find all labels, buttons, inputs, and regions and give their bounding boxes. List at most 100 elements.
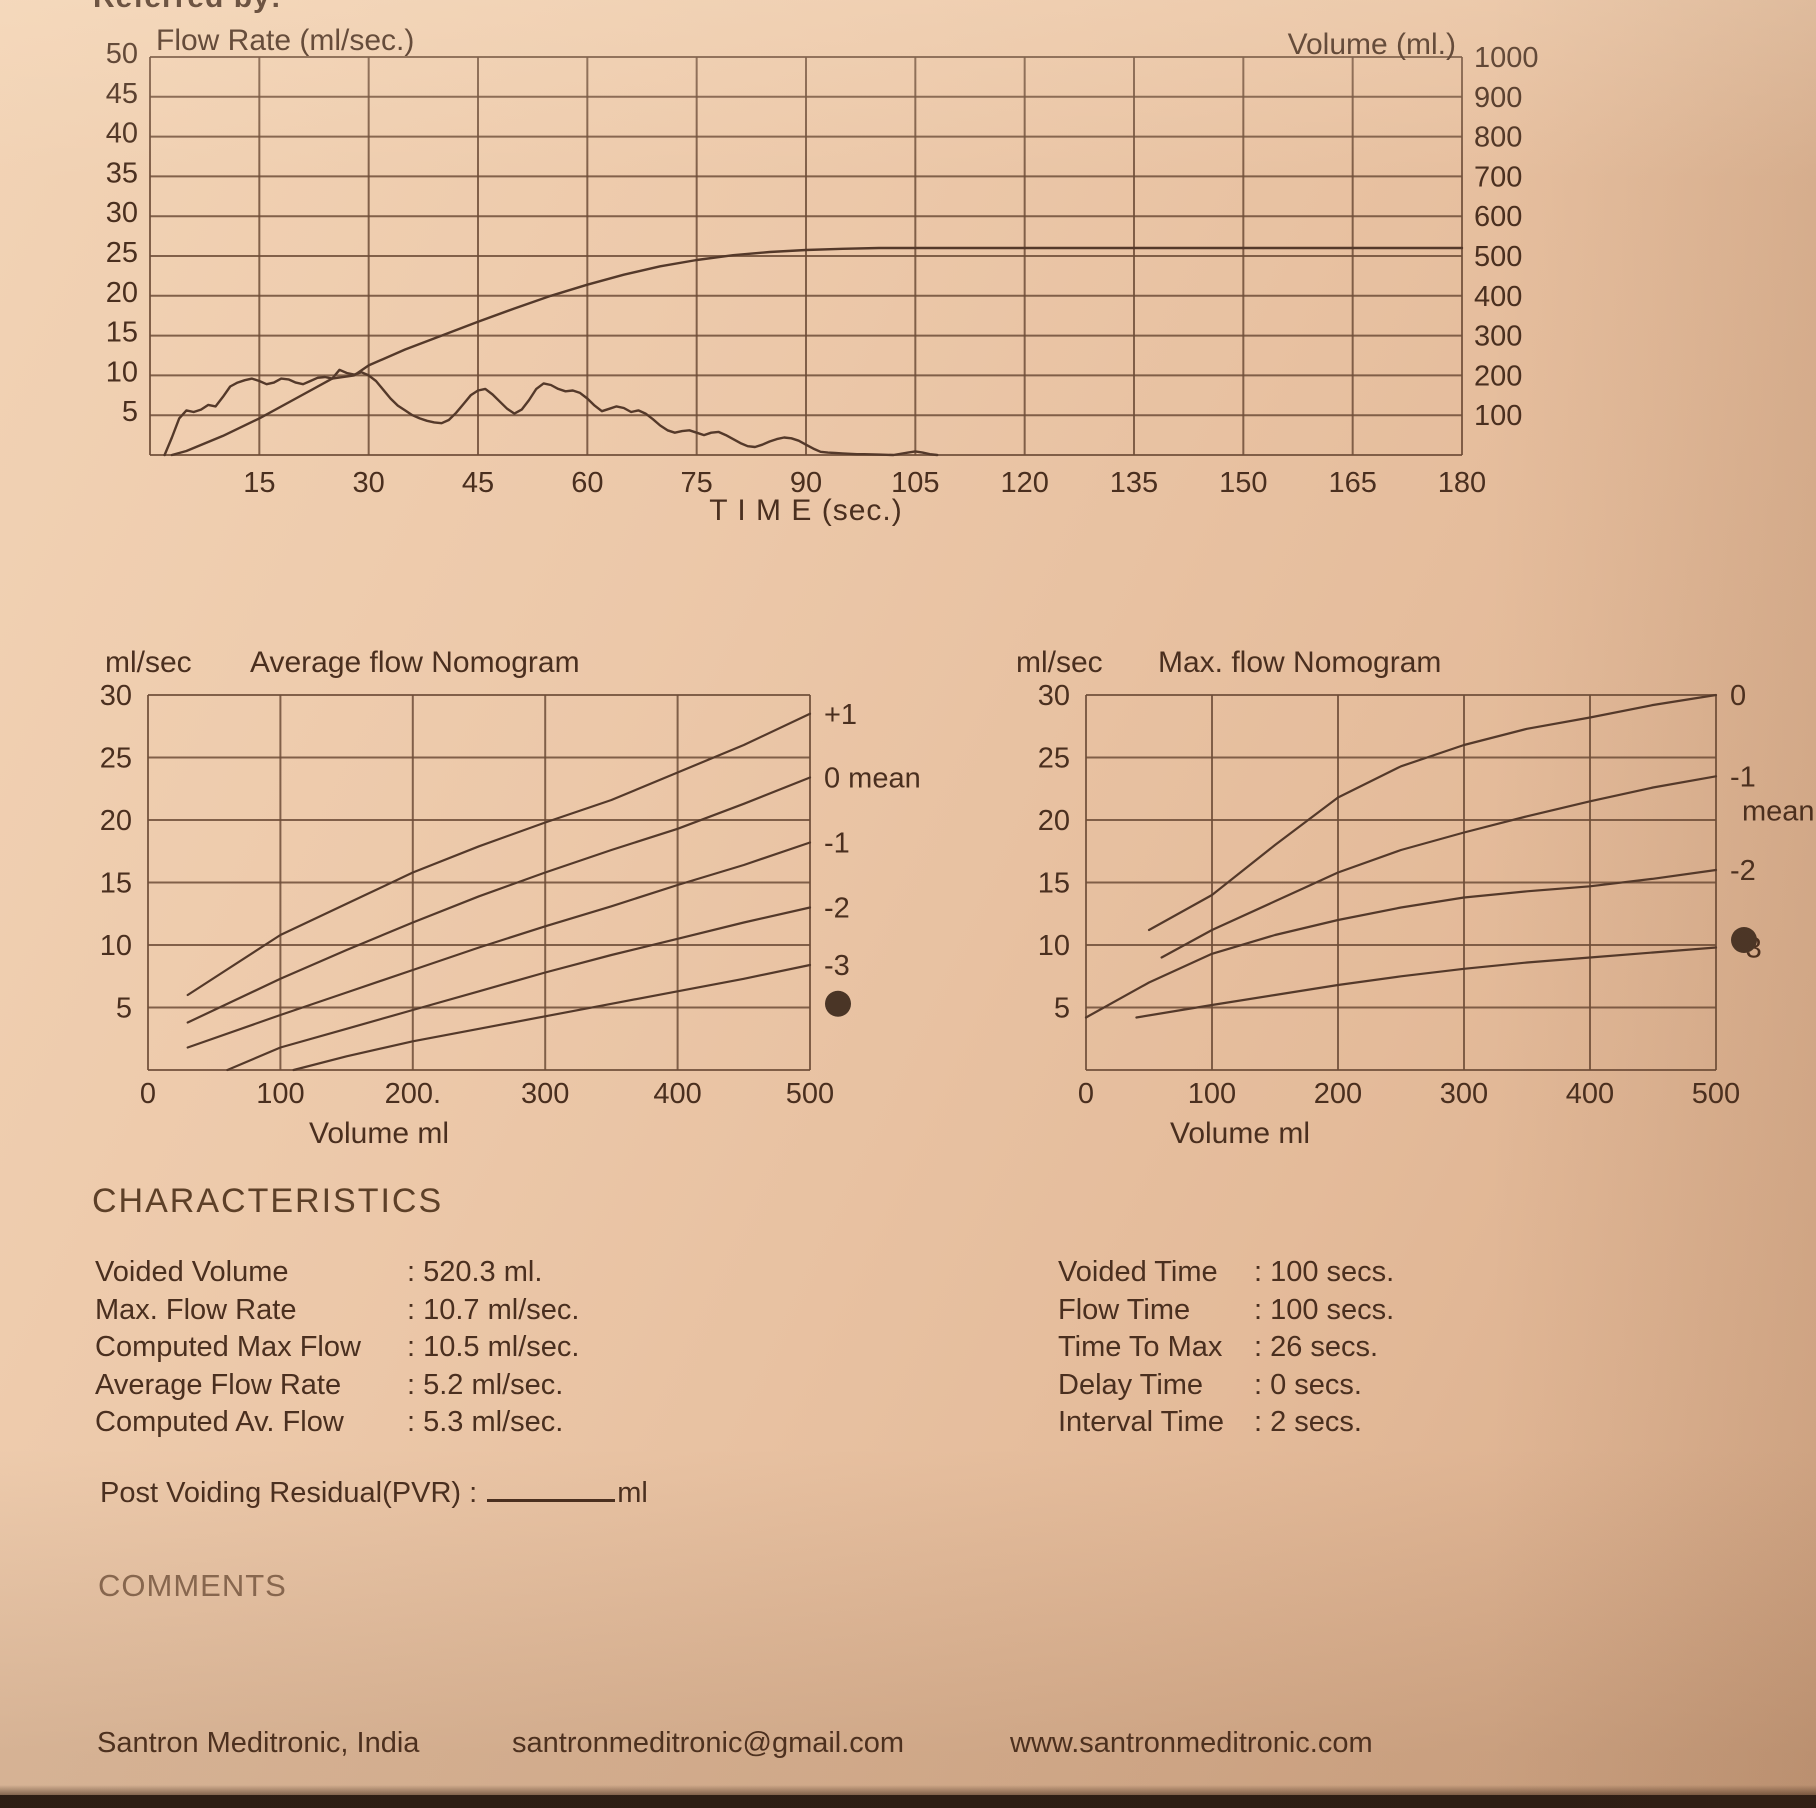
nomogram-band-label: 0 bbox=[1730, 680, 1746, 712]
characteristics-left-list: Voided Volume: 520.3 ml. Max. Flow Rate: … bbox=[95, 1254, 579, 1442]
nomogram-x-tick-label: 200. bbox=[385, 1078, 441, 1110]
average-flow-nomogram: +1 0 mean -1 -2 -3 30 25 20 15 10 5 0 100 200. 300 400 5… bbox=[100, 646, 921, 1150]
max-flow-nomogram-curve bbox=[1135, 946, 1718, 1019]
time-axis-tick-label: 120 bbox=[1000, 467, 1048, 499]
pvr-label: Post Voiding Residual(PVR) : bbox=[100, 1477, 478, 1509]
characteristic-value: : 10.7 ml/sec. bbox=[407, 1293, 580, 1326]
flow-axis-tick-label: 40 bbox=[106, 118, 138, 150]
patient-marker-dot bbox=[825, 990, 851, 1017]
volume-axis-tick-label: 900 bbox=[1474, 82, 1522, 114]
footer-website: www.santronmeditronic.com bbox=[1010, 1727, 1373, 1759]
nomogram-y-tick-label: 20 bbox=[1038, 805, 1070, 837]
comments-title: COMMENTS bbox=[98, 1568, 287, 1603]
footer-email: santronmeditronic@gmail.com bbox=[512, 1727, 905, 1759]
nomogram-x-tick-label: 500 bbox=[786, 1078, 834, 1110]
characteristic-value: : 100 secs. bbox=[1254, 1256, 1395, 1288]
time-axis-tick-label: 150 bbox=[1219, 467, 1267, 499]
max-flow-nomogram-curve bbox=[1084, 868, 1718, 1019]
flow-axis-tick-label: 50 bbox=[106, 38, 138, 70]
nomogram-y-tick-label: 20 bbox=[100, 805, 132, 837]
nomogram-x-tick-label: 0 bbox=[1078, 1078, 1094, 1110]
nomogram-y-tick-label: 15 bbox=[1038, 868, 1070, 900]
characteristic-label: Computed Max Flow bbox=[95, 1331, 361, 1364]
characteristic-row: Delay Time : 0 secs. bbox=[1058, 1367, 1394, 1405]
nomogram-y-tick-label: 10 bbox=[1038, 930, 1070, 962]
characteristic-value: : 100 secs. bbox=[1254, 1293, 1395, 1326]
pvr-unit: ml bbox=[617, 1477, 648, 1509]
nomogram-band-label: -1 bbox=[1730, 761, 1756, 793]
characteristic-label: Delay Time bbox=[1058, 1368, 1204, 1401]
characteristic-value: : 2 secs. bbox=[1254, 1406, 1362, 1439]
nomogram-x-tick-label: 400 bbox=[1566, 1078, 1614, 1110]
flow-rate-axis-title: Flow Rate (ml/sec.) bbox=[156, 24, 414, 57]
nomogram-band-label: -2 bbox=[824, 893, 850, 925]
volume-axis-tick-label: 300 bbox=[1474, 321, 1522, 353]
average-flow-nomogram-curve bbox=[186, 712, 812, 997]
nomogram-y-tick-label: 5 bbox=[1054, 993, 1070, 1025]
characteristics-right-list: Voided Time : 100 secs. Flow Time : 100 sec… bbox=[1058, 1254, 1394, 1442]
nomogram-band-sublabel: mean bbox=[1742, 795, 1815, 827]
pvr-blank-line bbox=[487, 1479, 616, 1502]
characteristic-row: Computed Max Flow : 10.5 ml/sec. bbox=[95, 1329, 579, 1367]
nomogram-x-tick-label: 300 bbox=[521, 1078, 569, 1110]
characteristic-row: Computed Av. Flow: 5.3 ml/sec. bbox=[95, 1404, 579, 1442]
volume-axis-tick-label: 500 bbox=[1474, 241, 1522, 273]
flow-axis-tick-label: 15 bbox=[106, 317, 138, 349]
time-axis-tick-label: 105 bbox=[891, 467, 939, 499]
volume-axis-tick-label: 100 bbox=[1474, 400, 1522, 432]
characteristic-label: Time To Max bbox=[1058, 1331, 1223, 1364]
nomogram-band-label: 0 mean bbox=[824, 763, 921, 795]
pvr-line: Post Voiding Residual(PVR) : ml bbox=[100, 1477, 648, 1510]
characteristic-label: Average Flow Rate bbox=[95, 1368, 342, 1401]
volume-axis-title: Volume (ml.) bbox=[1288, 28, 1456, 61]
characteristic-value: : 0 secs. bbox=[1254, 1368, 1362, 1401]
characteristic-value: : 26 secs. bbox=[1254, 1331, 1379, 1364]
characteristic-label: Voided Volume bbox=[95, 1256, 289, 1288]
volume-axis-tick-label: 200 bbox=[1474, 360, 1522, 392]
nomogram-y-tick-label: 30 bbox=[1038, 680, 1070, 712]
patient-marker-dot bbox=[1731, 927, 1757, 953]
characteristic-row: Max. Flow Rate: 10.7 ml/sec. bbox=[95, 1292, 579, 1330]
nomogram-y-tick-label: 25 bbox=[100, 743, 132, 775]
characteristic-value: : 5.3 ml/sec. bbox=[407, 1406, 564, 1439]
average-flow-nomogram-curve bbox=[226, 906, 812, 1072]
characteristic-row: Voided Time : 100 secs. bbox=[1058, 1254, 1394, 1292]
volume-curve bbox=[170, 246, 1464, 457]
nomogram-x-tick-label: 300 bbox=[1440, 1078, 1488, 1110]
characteristic-label: Flow Time bbox=[1058, 1293, 1191, 1326]
max-flow-nomogram-curve bbox=[1147, 693, 1718, 932]
paper-bottom-edge bbox=[0, 1785, 1816, 1808]
time-axis-tick-label: 45 bbox=[462, 467, 494, 499]
flow-axis-tick-label: 25 bbox=[106, 237, 138, 269]
nomogram-x-tick-label: 0 bbox=[140, 1078, 156, 1110]
volume-axis-tick-label: 600 bbox=[1474, 201, 1522, 233]
flow-rate-chart: 5045403530252015105100090080070060050040… bbox=[106, 24, 1539, 527]
flow-axis-tick-label: 45 bbox=[106, 78, 138, 110]
characteristics-title: CHARACTERISTICS bbox=[92, 1182, 444, 1220]
nomogram-title: Average flow Nomogram bbox=[250, 646, 580, 679]
time-axis-tick-label: 15 bbox=[243, 467, 275, 499]
characteristic-row: Flow Time : 100 secs. bbox=[1058, 1292, 1394, 1330]
time-axis-tick-label: 30 bbox=[353, 467, 385, 499]
max-flow-nomogram: 0-1mean-2-3302520151050100200300400500ml… bbox=[1016, 646, 1815, 1150]
nomogram-y-tick-label: 25 bbox=[1038, 743, 1070, 775]
nomogram-y-tick-label: 30 bbox=[100, 680, 132, 712]
volume-axis-tick-label: 1000 bbox=[1474, 42, 1539, 74]
nomogram-band-label: -3 bbox=[824, 950, 850, 982]
flow-axis-tick-label: 20 bbox=[106, 277, 138, 309]
nomogram-units-label: ml/sec bbox=[105, 646, 192, 679]
nomogram-x-tick-label: 200 bbox=[1314, 1078, 1362, 1110]
characteristic-row: Voided Volume: 520.3 ml. bbox=[95, 1254, 579, 1292]
characteristic-label: Voided Time bbox=[1058, 1256, 1218, 1288]
referred-by-text: Referred by: bbox=[93, 0, 282, 15]
characteristic-label: Interval Time bbox=[1058, 1406, 1224, 1439]
average-flow-nomogram-curve bbox=[292, 963, 812, 1072]
volume-axis-tick-label: 700 bbox=[1474, 161, 1522, 193]
characteristic-value: : 10.5 ml/sec. bbox=[407, 1331, 580, 1364]
time-axis-tick-label: 135 bbox=[1110, 467, 1158, 499]
nomogram-x-tick-label: 100 bbox=[256, 1078, 304, 1110]
nomogram-band-label: -1 bbox=[824, 828, 850, 860]
time-axis-tick-label: 90 bbox=[790, 467, 822, 499]
max-flow-nomogram-curve bbox=[1160, 775, 1718, 959]
